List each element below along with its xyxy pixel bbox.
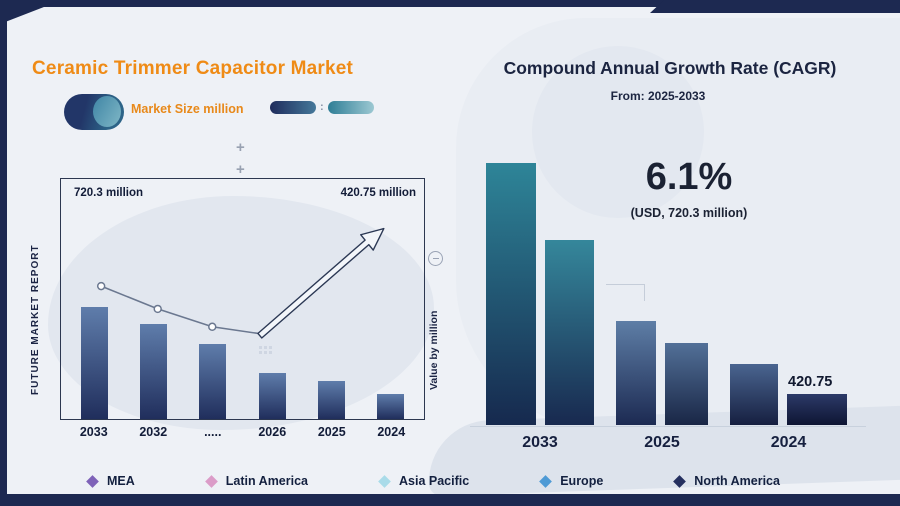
grid-dots-icon	[259, 346, 262, 349]
pill-teal	[327, 101, 374, 114]
left-bar-column	[65, 307, 124, 419]
legend-item: Europe	[539, 474, 604, 488]
left-bar-column	[124, 324, 183, 419]
bottom-border-bar	[0, 494, 900, 506]
legend-diamond-icon	[204, 474, 218, 488]
legend-label: North America	[694, 474, 780, 488]
left-bars-area	[65, 179, 420, 419]
legend-diamond-icon	[539, 474, 553, 488]
minus-circle-icon	[428, 251, 443, 266]
cylinder-cap-shape	[93, 96, 121, 127]
legend-item: Latin America	[204, 474, 308, 488]
cagr-bar	[545, 240, 594, 425]
pill-separator: :	[320, 101, 324, 113]
left-bar-column	[361, 394, 420, 419]
right-chart-baseline	[470, 426, 866, 427]
cagr-chart: 2033 2025 2024	[486, 163, 847, 452]
left-axis-tick: 2032	[139, 425, 168, 439]
legend-label: MEA	[107, 474, 135, 488]
legend-label: Asia Pacific	[399, 474, 470, 488]
right-y-axis-label: Value by million	[428, 310, 440, 390]
left-border-strip	[0, 0, 7, 506]
cagr-bars	[486, 163, 594, 425]
plus-icon: +	[236, 139, 245, 156]
market-size-bar	[376, 394, 404, 419]
left-axis-tick: 2024	[377, 425, 406, 439]
region-legend: MEA Latin America Asia Pacific Europe North …	[86, 473, 780, 489]
legend-item: MEA	[86, 474, 135, 488]
value-annotation-right: 420.75 million	[340, 187, 416, 199]
cagr-bar-group: 2024	[730, 364, 847, 452]
market-size-bar	[199, 344, 227, 419]
market-size-icon	[64, 94, 124, 130]
cagr-value: 6.1%	[645, 156, 733, 198]
left-y-axis-label: FUTURE MARKET REPORT	[30, 244, 41, 396]
cagr-bar	[486, 163, 536, 425]
market-size-bar	[81, 307, 109, 419]
left-axis-tick: 2033	[79, 425, 108, 439]
legend-item: Asia Pacific	[378, 474, 470, 488]
left-axis-tick: .....	[204, 425, 222, 439]
cagr-bar-group: 2033	[486, 163, 594, 452]
corner-bracket-decoration	[606, 284, 645, 301]
market-size-bar	[140, 324, 168, 419]
market-size-chart: 720.3 million 420.75 million	[60, 178, 425, 420]
bar-value-label: 420.75	[788, 374, 833, 390]
legend-label: Latin America	[225, 474, 308, 488]
left-x-axis-labels: 2033 2032..... 2026 2025 2024	[60, 425, 425, 439]
left-bar-column	[183, 344, 242, 419]
market-size-label: Market Size million	[131, 102, 244, 116]
left-chart-title: Ceramic Trimmer Capacitor Market	[32, 58, 354, 79]
legend-label: Europe	[560, 474, 604, 488]
left-bar-column	[302, 381, 361, 419]
right-axis-tick: 2033	[522, 434, 558, 451]
market-size-bar	[258, 373, 286, 419]
cagr-bars	[730, 364, 847, 425]
left-axis-tick: 2025	[317, 425, 346, 439]
market-size-bar	[317, 381, 345, 419]
top-border-bar-right	[650, 0, 900, 13]
cagr-note: (USD, 720.3 million)	[630, 206, 748, 220]
gradient-pills-decoration: :	[270, 101, 374, 114]
left-bar-column	[243, 373, 302, 419]
right-axis-tick: 2025	[644, 434, 680, 451]
pill-navy	[270, 101, 316, 114]
cagr-bar	[730, 364, 778, 425]
legend-diamond-icon	[378, 474, 391, 488]
cagr-bar-group: 2025	[616, 321, 708, 452]
cagr-bars	[616, 321, 708, 425]
legend-diamond-icon	[86, 474, 99, 488]
background-circle	[532, 46, 704, 218]
plus-icon: +	[236, 161, 245, 178]
right-chart-title: Compound Annual Growth Rate (CAGR)	[503, 58, 837, 78]
cagr-bar	[665, 343, 708, 425]
cagr-bar	[616, 321, 656, 425]
legend-item: North America	[673, 474, 780, 488]
right-chart-subtitle: From: 2025-2033	[610, 89, 706, 103]
right-axis-tick: 2024	[770, 434, 807, 451]
cagr-bar	[787, 394, 847, 425]
value-annotation-left: 720.3 million	[74, 187, 144, 199]
left-axis-tick: 2026	[258, 425, 287, 439]
top-border-bar	[0, 0, 900, 7]
legend-diamond-icon	[673, 474, 687, 488]
